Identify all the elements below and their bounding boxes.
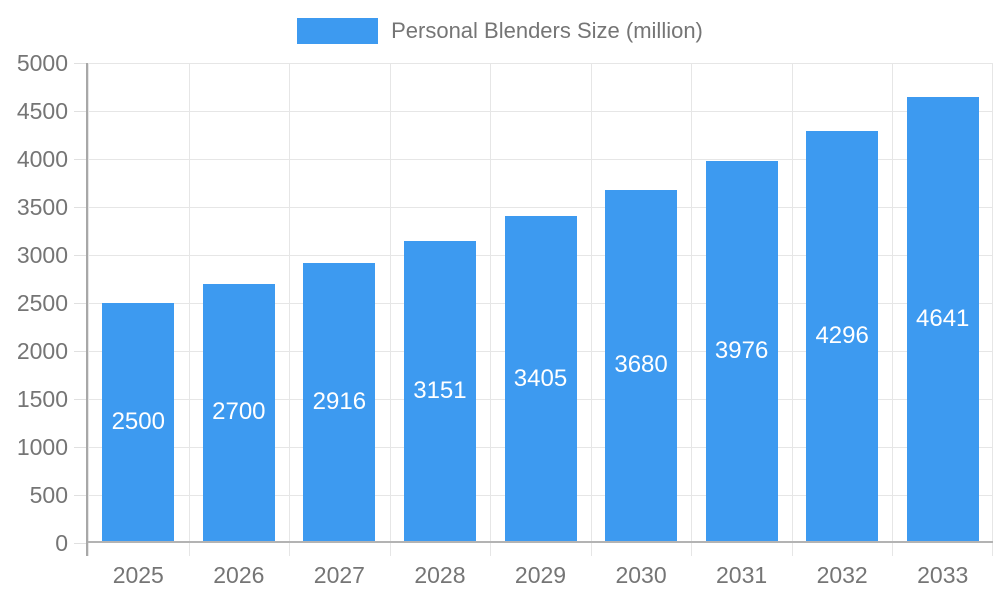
x-axis-tick-label: 2028 (414, 562, 466, 588)
bar-value-label: 3976 (714, 337, 769, 365)
bar-value-label: 2700 (212, 398, 266, 426)
y-axis-tick-label: 0 (55, 530, 68, 556)
y-tick-mark (74, 110, 88, 112)
y-axis-tick-label: 3500 (16, 194, 68, 220)
bar: 3151 (403, 240, 476, 541)
bar-value-label: 2500 (111, 408, 165, 435)
x-gridline (189, 63, 190, 556)
y-gridline (88, 206, 993, 208)
x-gridline (88, 63, 89, 556)
y-axis-tick-label: 3000 (16, 242, 68, 268)
y-tick-mark (74, 446, 88, 448)
y-gridline (88, 158, 993, 160)
y-gridline (88, 110, 993, 112)
y-axis-tick-label: 2000 (16, 338, 68, 364)
x-gridline (691, 63, 692, 556)
bar: 2700 (202, 283, 275, 541)
y-tick-mark (74, 254, 88, 256)
y-axis-tick-label: 4500 (16, 98, 68, 124)
x-gridline (591, 63, 592, 556)
y-tick-mark (74, 542, 88, 544)
y-tick-mark (74, 398, 88, 400)
x-axis-tick-label: 2033 (917, 562, 969, 588)
y-axis-tick-label: 1500 (16, 386, 68, 412)
y-tick-mark (74, 350, 88, 352)
bar: 2500 (102, 303, 175, 541)
x-axis-tick-label: 2031 (716, 562, 768, 588)
bar: 3976 (705, 161, 778, 541)
x-axis-tick-label: 2027 (313, 562, 365, 588)
bar-value-label: 2916 (312, 388, 367, 416)
bar: 2916 (303, 263, 376, 541)
x-axis-tick-label: 2032 (816, 562, 868, 588)
bar-value-label: 3405 (513, 364, 568, 392)
y-axis-tick-label: 2500 (16, 290, 68, 316)
y-axis-line (86, 63, 88, 556)
y-axis-tick-label: 4000 (16, 146, 68, 172)
x-gridline (992, 63, 993, 556)
chart-legend: Personal Blenders Size (million) (0, 16, 1000, 46)
x-axis-tick-label: 2025 (112, 562, 164, 588)
y-axis-tick-label: 500 (29, 482, 68, 508)
y-axis-tick-label: 1000 (16, 434, 68, 460)
x-gridline (792, 63, 793, 556)
bar-value-label: 4641 (916, 305, 970, 333)
x-gridline (390, 63, 391, 556)
y-gridline (88, 62, 993, 64)
x-gridline (892, 63, 893, 556)
x-axis-line (88, 541, 993, 543)
bar: 4641 (906, 97, 979, 541)
legend-swatch-icon (297, 18, 379, 44)
bar: 4296 (806, 130, 879, 541)
x-axis-tick-label: 2026 (213, 562, 265, 588)
y-tick-mark (74, 62, 88, 64)
bar-value-label: 3151 (413, 376, 467, 404)
x-axis-tick-label: 2030 (615, 562, 667, 588)
bar: 3680 (605, 189, 678, 541)
y-tick-mark (74, 206, 88, 208)
bar: 3405 (504, 216, 577, 541)
x-gridline (289, 63, 290, 556)
y-axis-tick-label: 5000 (16, 50, 68, 76)
x-axis-tick-label: 2029 (514, 562, 567, 588)
plot-area: 2500 2700 2916 3151 3405 3680 3976 4296 4641 (74, 62, 993, 556)
bar-value-label: 4296 (815, 321, 869, 349)
legend-series-title: Personal Blenders Size (million) (391, 18, 703, 43)
bar-value-label: 3680 (614, 351, 668, 379)
y-tick-mark (74, 494, 88, 496)
y-tick-mark (74, 302, 88, 304)
x-gridline (490, 63, 491, 556)
y-tick-mark (74, 158, 88, 160)
